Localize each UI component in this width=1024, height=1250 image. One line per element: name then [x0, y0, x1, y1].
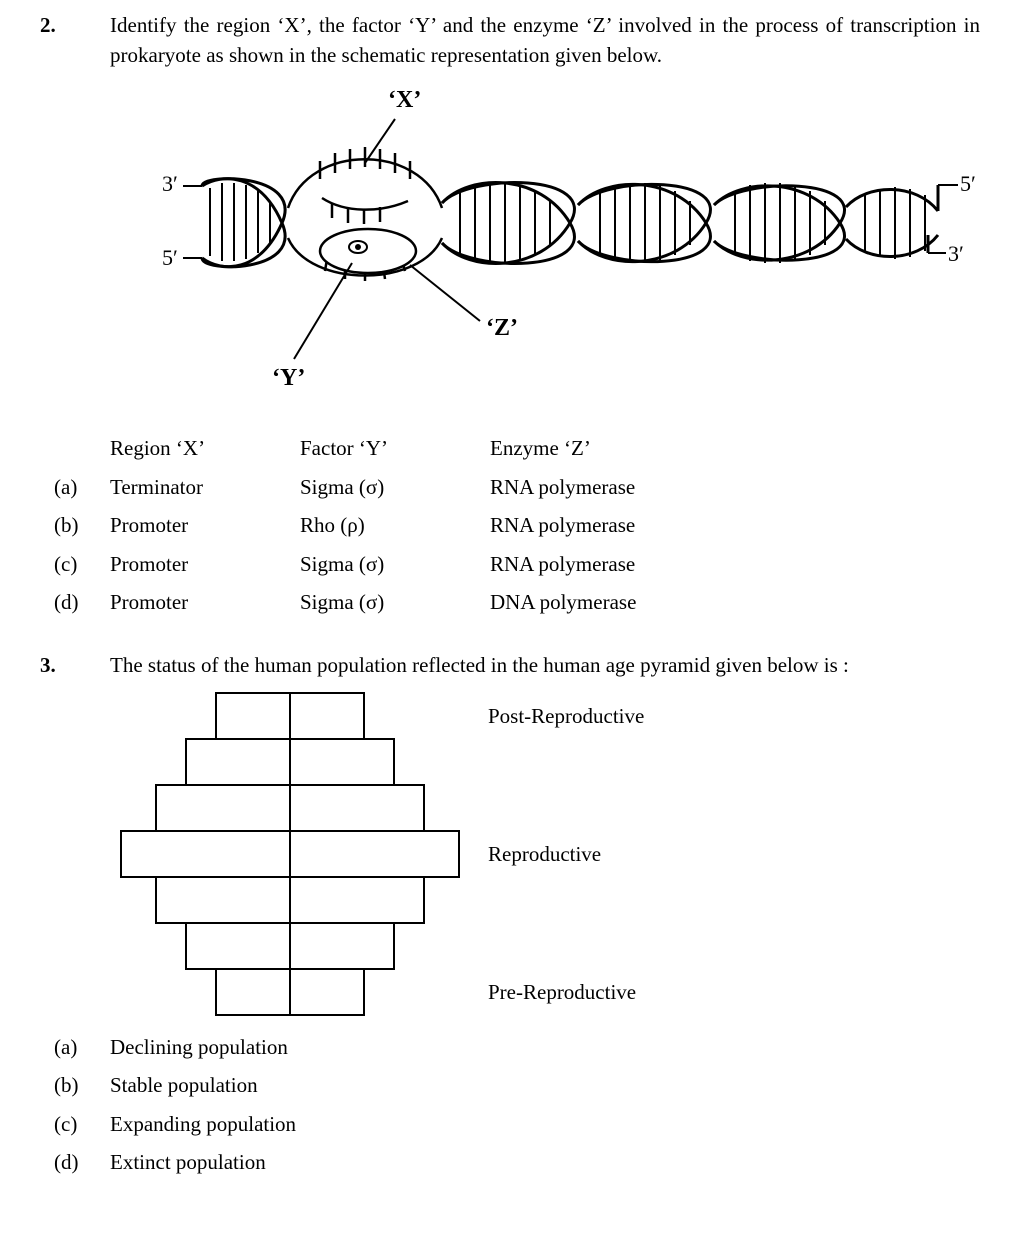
pyramid-bar — [185, 922, 395, 970]
option-z: RNA polymerase — [490, 545, 750, 583]
pyramid-row: Reproductive — [110, 830, 964, 878]
pyramid-label: Pre-Reproductive — [488, 977, 636, 1007]
option-label: (d) — [54, 1147, 110, 1177]
enzyme-z-shape — [320, 229, 416, 273]
age-pyramid: Post-Reproductive Reproductive Pre-Reprodu… — [110, 692, 964, 1016]
option-text: Extinct population — [110, 1147, 964, 1177]
pyramid-bar — [155, 876, 425, 924]
header-y: Factor ‘Y’ — [300, 429, 490, 467]
question-3: 3. The status of the human population re… — [40, 650, 964, 1182]
option-x: Promoter — [110, 583, 300, 621]
option-x: Terminator — [110, 468, 300, 506]
diagram-label-z: ‘Z’ — [486, 315, 518, 341]
pyramid-bar-left — [217, 970, 289, 1014]
pyramid-bar-right — [291, 924, 393, 968]
option-row: (b) Stable population — [54, 1066, 964, 1104]
option-y: Sigma (σ) — [300, 583, 490, 621]
helix-right — [442, 182, 938, 263]
pyramid-bar-wrap — [110, 876, 470, 924]
option-y: Sigma (σ) — [300, 468, 490, 506]
header-z: Enzyme ‘Z’ — [490, 429, 750, 467]
pyramid-bar-wrap — [110, 968, 470, 1016]
pyramid-bar-right — [291, 832, 458, 876]
pyramid-label: Reproductive — [488, 839, 601, 869]
pyramid-row — [110, 738, 964, 786]
option-x: Promoter — [110, 506, 300, 544]
option-label: (a) — [54, 468, 110, 506]
options-list: (a) Declining population (b) Stable popu… — [54, 1028, 964, 1182]
pyramid-bar — [185, 738, 395, 786]
question-text: The status of the human population refle… — [110, 650, 964, 680]
option-row: (d) Extinct population — [54, 1143, 964, 1181]
pyramid-bar-right — [291, 740, 393, 784]
option-text: Stable population — [110, 1070, 964, 1100]
option-z: RNA polymerase — [490, 468, 750, 506]
option-label: (a) — [54, 1032, 110, 1062]
end-3-right: 3′ — [948, 241, 964, 266]
option-row: (b) Promoter Rho (ρ) RNA polymerase — [54, 506, 750, 544]
option-text: Expanding population — [110, 1109, 964, 1139]
pyramid-bar-left — [187, 740, 289, 784]
pyramid-bar-right — [291, 786, 423, 830]
end-5-right: 5′ — [960, 171, 976, 196]
question-body: Identify the region ‘X’, the factor ‘Y’ … — [110, 10, 980, 622]
pyramid-bar-wrap — [110, 784, 470, 832]
option-row: (c) Expanding population — [54, 1105, 964, 1143]
diagram-label-y: ‘Y’ — [272, 365, 305, 391]
pyramid-bar — [120, 830, 460, 878]
option-row: (d) Promoter Sigma (σ) DNA polymerase — [54, 583, 750, 621]
option-y: Rho (ρ) — [300, 506, 490, 544]
pyramid-bar — [215, 968, 365, 1016]
option-label: (c) — [54, 1109, 110, 1139]
question-2: 2. Identify the region ‘X’, the factor ‘… — [40, 10, 964, 622]
pyramid-bar-right — [291, 878, 423, 922]
option-row: (a) Declining population — [54, 1028, 964, 1066]
pyramid-bar-left — [157, 786, 289, 830]
pyramid-bar-right — [291, 694, 363, 738]
pyramid-bar — [215, 692, 365, 740]
transcription-diagram: ‘X’ 3′ 5′ 5′ 3′ — [110, 83, 980, 411]
helix-segment-left — [202, 179, 285, 267]
pyramid-bar-left — [217, 694, 289, 738]
pyramid-bar — [155, 784, 425, 832]
option-row: (c) Promoter Sigma (σ) RNA polymerase — [54, 545, 750, 583]
pyramid-row — [110, 876, 964, 924]
pointer-y — [294, 263, 352, 359]
question-body: The status of the human population refle… — [110, 650, 964, 1182]
pyramid-bar-right — [291, 970, 363, 1014]
option-z: DNA polymerase — [490, 583, 750, 621]
pyramid-row: Post-Reproductive — [110, 692, 964, 740]
option-y: Sigma (σ) — [300, 545, 490, 583]
end-5-left: 5′ — [162, 245, 178, 270]
pyramid-bar-left — [122, 832, 289, 876]
pyramid-bar-left — [157, 878, 289, 922]
option-label: (c) — [54, 545, 110, 583]
pointer-z — [410, 265, 480, 321]
end-3-left: 3′ — [162, 171, 178, 196]
pyramid-bar-wrap — [110, 692, 470, 740]
option-label: (d) — [54, 583, 110, 621]
pyramid-bar-wrap — [110, 830, 470, 878]
pyramid-row — [110, 922, 964, 970]
diagram-label-x: ‘X’ — [388, 87, 421, 113]
header-x: Region ‘X’ — [110, 429, 300, 467]
pyramid-row: Pre-Reproductive — [110, 968, 964, 1016]
pyramid-label: Post-Reproductive — [488, 701, 644, 731]
pyramid-row — [110, 784, 964, 832]
option-z: RNA polymerase — [490, 506, 750, 544]
option-text: Declining population — [110, 1032, 964, 1062]
option-label: (b) — [54, 1070, 110, 1100]
pyramid-bar-wrap — [110, 922, 470, 970]
options-table: Region ‘X’ Factor ‘Y’ Enzyme ‘Z’ (a) Ter… — [54, 429, 750, 621]
question-text: Identify the region ‘X’, the factor ‘Y’ … — [110, 10, 980, 71]
pyramid-bar-left — [187, 924, 289, 968]
option-label: (b) — [54, 506, 110, 544]
options-header-row: Region ‘X’ Factor ‘Y’ Enzyme ‘Z’ — [54, 429, 750, 467]
option-row: (a) Terminator Sigma (σ) RNA polymerase — [54, 468, 750, 506]
pyramid-bar-wrap — [110, 738, 470, 786]
option-x: Promoter — [110, 545, 300, 583]
